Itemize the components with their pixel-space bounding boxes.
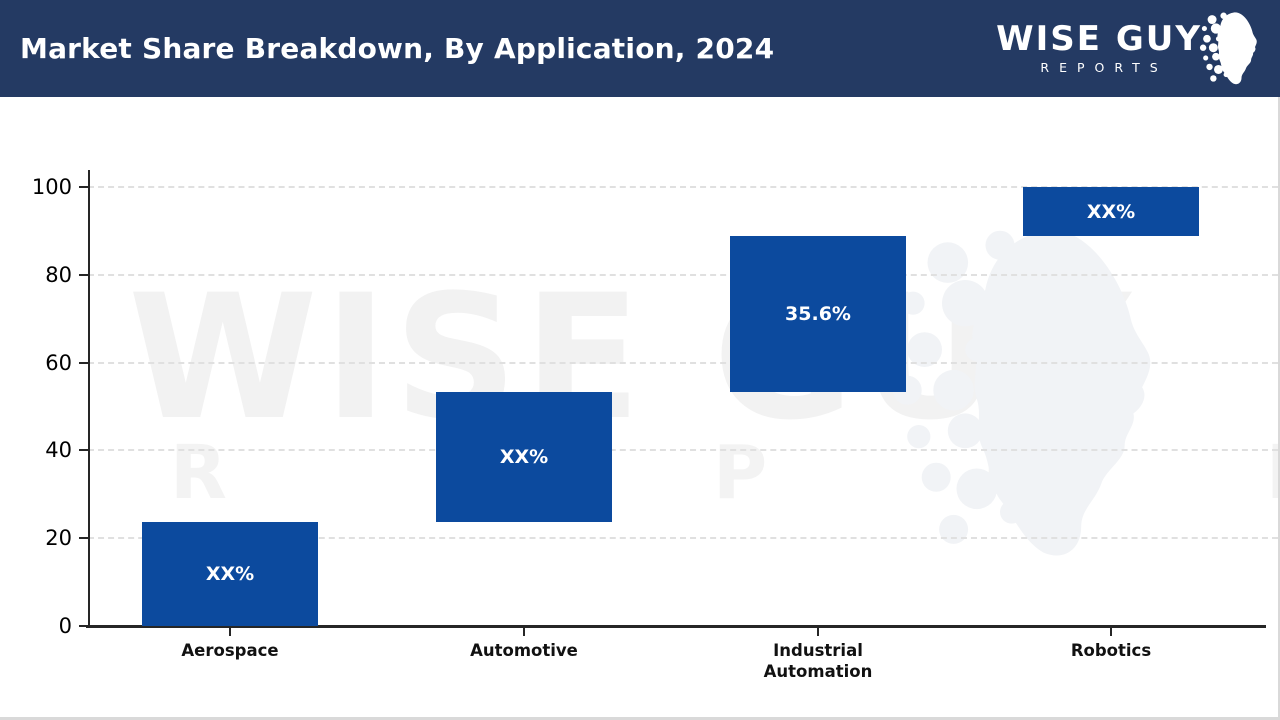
logo-subtitle: REPORTS [1040, 60, 1168, 76]
header-bar: Market Share Breakdown, By Application, … [0, 0, 1280, 97]
x-axis-line [86, 625, 1266, 628]
gridline-40 [88, 449, 1278, 452]
y-tick-label-40: 40 [45, 438, 72, 463]
y-tick-mark-40 [79, 449, 88, 452]
x-category-label-aerospace: Aerospace [181, 641, 279, 660]
x-tick-mark-industrial-automation [817, 628, 819, 636]
gridline-60 [88, 361, 1278, 364]
bottom-border-line [0, 717, 1280, 720]
y-tick-label-60: 60 [45, 350, 72, 375]
x-category-label-automotive: Automotive [470, 641, 578, 660]
y-tick-mark-60 [79, 361, 88, 364]
page-title: Market Share Breakdown, By Application, … [20, 32, 775, 65]
y-tick-label-0: 0 [58, 614, 72, 638]
y-tick-mark-20 [79, 537, 88, 540]
x-category-label-industrial-automation: Industrial Automation [763, 641, 873, 682]
bar-aerospace: XX% [142, 522, 318, 626]
y-tick-mark-0 [79, 625, 88, 627]
right-border-line [1278, 97, 1280, 720]
wise-guy-reports-logo: WISE GUY REPORTS [996, 10, 1262, 88]
y-axis-line [88, 170, 90, 628]
y-tick-label-80: 80 [45, 262, 72, 287]
watermark-head-icon [892, 230, 1151, 556]
x-category-label-robotics: Robotics [1070, 641, 1152, 660]
y-tick-mark-100 [79, 186, 88, 188]
x-tick-mark-aerospace [229, 628, 231, 636]
y-tick-label-100: 100 [31, 175, 72, 199]
logo-text: WISE GUY REPORTS [996, 22, 1202, 75]
bar-industrial-automation: 35.6% [730, 236, 906, 393]
gridline-20 [88, 537, 1278, 540]
waterfall-chart: 0 20 40 60 80 100 XX% Aerospace XX% Automotive 35.… [0, 97, 1280, 720]
gridline-80 [88, 273, 1278, 276]
x-tick-mark-robotics [1110, 628, 1112, 636]
gridline-100 [88, 186, 1278, 188]
bar-value-label-aerospace: XX% [205, 563, 255, 586]
wiseguy-head-logo-icon [1199, 11, 1257, 84]
bar-value-label-robotics: XX% [1086, 200, 1136, 223]
bar-robotics: XX% [1023, 187, 1199, 237]
x-tick-mark-automotive [523, 628, 525, 636]
bar-value-label-industrial-automation: 35.6% [785, 303, 851, 326]
bar-value-label-automotive: XX% [499, 446, 549, 469]
logo-wordmark: WISE GUY [996, 19, 1202, 60]
bar-automotive: XX% [436, 392, 612, 523]
y-tick-label-20: 20 [45, 526, 72, 551]
y-tick-mark-80 [79, 273, 88, 276]
